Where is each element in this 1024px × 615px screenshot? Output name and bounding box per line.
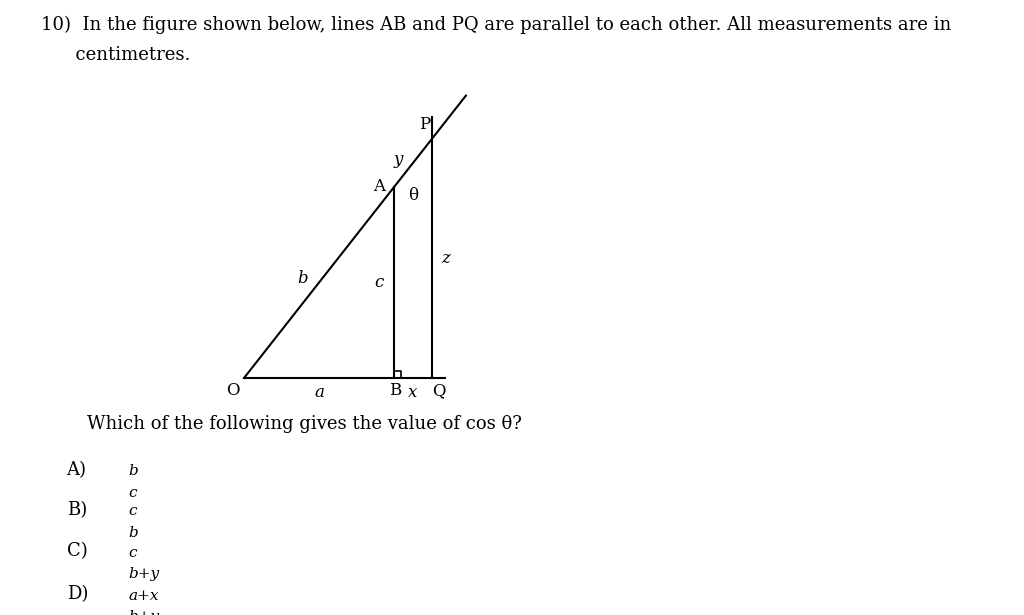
Text: b: b: [297, 271, 307, 287]
Text: c: c: [128, 504, 136, 518]
Text: θ: θ: [409, 186, 419, 204]
Text: x: x: [409, 384, 418, 402]
Text: O: O: [226, 382, 240, 399]
Text: b+y: b+y: [128, 567, 159, 581]
Text: c: c: [128, 486, 136, 500]
Text: 10)  In the figure shown below, lines AB and PQ are parallel to each other. All : 10) In the figure shown below, lines AB …: [41, 15, 951, 34]
Text: D): D): [67, 585, 88, 603]
Text: c: c: [128, 546, 136, 560]
Text: Which of the following gives the value of cos θ?: Which of the following gives the value o…: [87, 415, 522, 433]
Text: a: a: [314, 384, 324, 402]
Text: centimetres.: centimetres.: [41, 46, 190, 64]
Text: b: b: [128, 464, 138, 478]
Text: A): A): [67, 461, 87, 479]
Text: Q: Q: [432, 382, 445, 399]
Text: y: y: [393, 151, 402, 168]
Text: B: B: [389, 382, 401, 399]
Text: A: A: [373, 178, 385, 196]
Text: B): B): [67, 501, 87, 519]
Text: b+y: b+y: [128, 610, 159, 615]
Text: C): C): [67, 542, 87, 560]
Text: b: b: [128, 526, 138, 540]
Text: a+x: a+x: [128, 589, 159, 603]
Text: z: z: [441, 250, 450, 267]
Text: P: P: [419, 116, 430, 133]
Text: c: c: [375, 274, 384, 291]
